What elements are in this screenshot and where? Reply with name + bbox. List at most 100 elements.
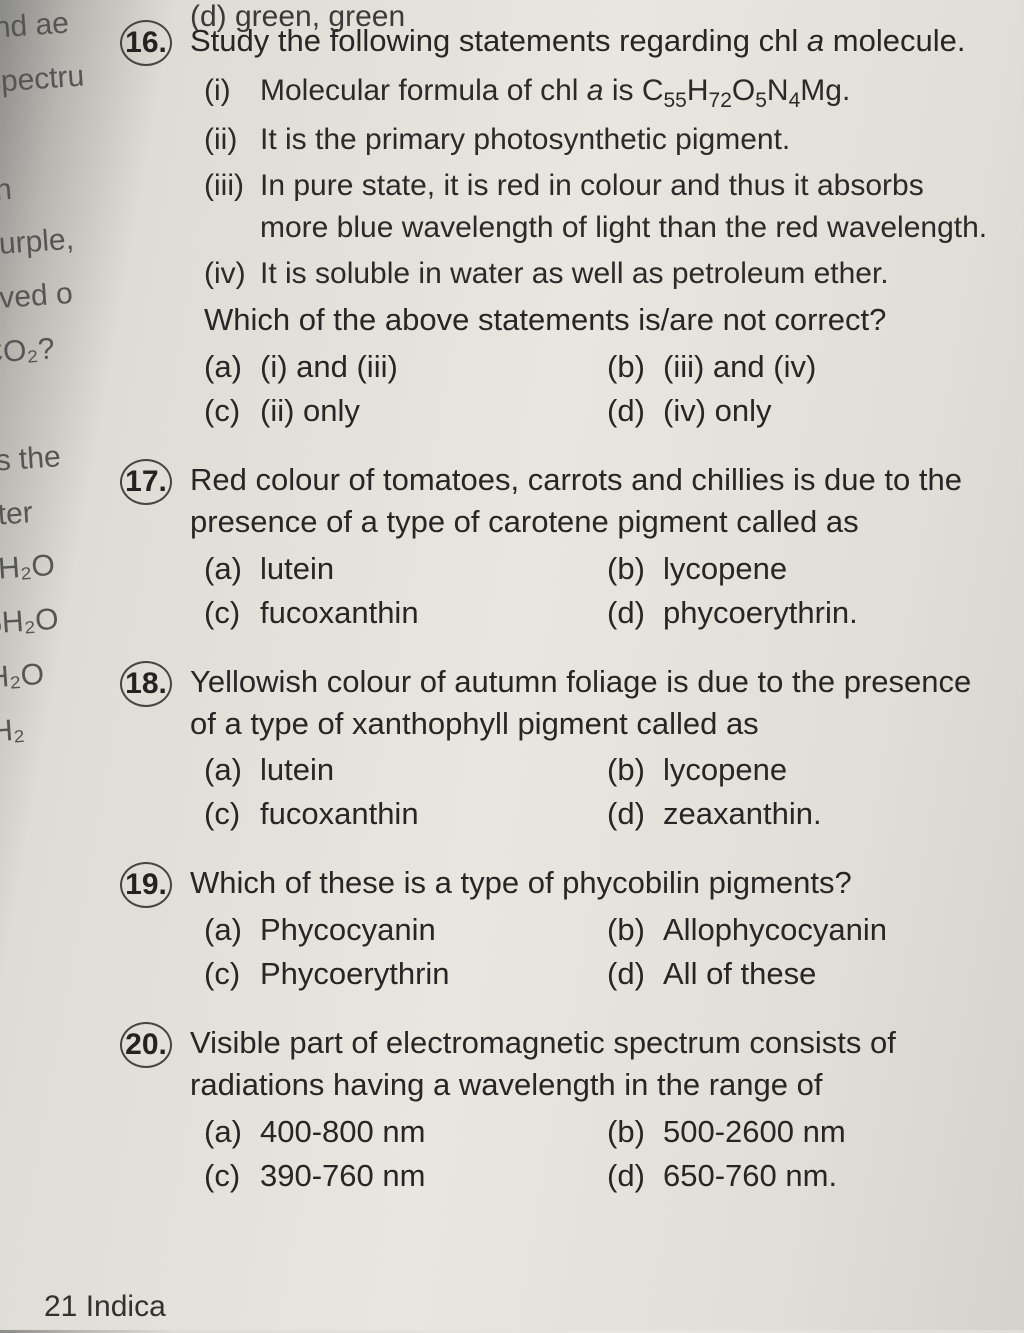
statement-text: It is the primary photosynthetic pigment… [260,119,1000,161]
question-number: 18. [120,661,172,707]
question-block: 19. Which of these is a type of phycobili… [120,862,1000,992]
option-text: 400-800 nm [260,1114,425,1150]
option-grid: (a) lutein (b)lycopene (c) fucoxanthin (d) phy… [190,551,1000,631]
option-text: lutein [260,551,334,587]
option-grid: (a) Phycocyanin (b) Allophycocyanin (c) Phyco… [190,912,1000,992]
bleed-fragment: water [0,482,101,546]
question-block: 20. Visible part of electromagnetic spect… [120,1022,1000,1194]
bleed-fragment: evolved o [0,266,86,330]
answer-option: (a) lutein [204,752,597,788]
option-label: (d) [607,956,651,992]
answer-option: (c) (ii) only [204,393,597,429]
answer-option: (d) phycoerythrin. [607,595,1000,631]
option-text: (iii) and (iv) [663,349,816,385]
option-text: All of these [663,956,816,992]
option-text: fucoxanthin [260,796,419,832]
option-text: lycopene [663,752,787,788]
bleed-fragment: ests the [0,428,97,492]
option-text: Phycocyanin [260,912,436,948]
question-tail: Which of the above statements is/are not… [190,299,1000,341]
option-label: (a) [204,752,248,788]
bleed-fragment: 6H₂O [0,643,112,707]
option-label: (b) [607,1114,651,1150]
bleed-fragment: on purple, [0,212,82,276]
next-question-fragment: 21 Indica [44,1290,166,1324]
option-label: (d) [607,595,651,631]
option-grid: (a) (i) and (iii) (b) (iii) and (iv) (c) (ii)… [190,349,1000,429]
answer-option: (c) fucoxanthin [204,796,597,832]
statement-label: (i) [204,70,260,115]
answer-option: (b) lycopene [607,752,1000,788]
option-label: (c) [204,1158,248,1194]
answer-option: (b) (iii) and (iv) [607,349,1000,385]
question-number: 16. [120,20,172,66]
bleed-fragment: ora and ae [0,0,67,60]
option-label: (b) [607,912,651,948]
option-text: (iv) only [663,393,772,429]
option-text: lutein [260,752,334,788]
bleed-fragment: nn [0,374,94,438]
question-block: 17. Red colour of tomatoes, carrots and c… [120,459,1000,631]
option-label: (c) [204,595,248,631]
option-label: (a) [204,349,248,385]
question-statement: (iv)It is soluble in water as well as pe… [190,253,1000,295]
option-label: (a) [204,1114,248,1150]
question-stem: Visible part of electromagnetic spectrum… [190,1022,1000,1106]
answer-option: (c) 390-760 nm [204,1158,597,1194]
option-grid: (a) lutein (b) lycopene (c) fucoxanthin (d)zea… [190,752,1000,832]
question-stem: Red colour of tomatoes, carrots and chil… [190,459,1000,543]
answer-option: (c) fucoxanthin [204,595,597,631]
option-text: (ii) only [260,393,360,429]
question-page: 16.Study the following statements regard… [120,0,1000,1224]
option-text: (i) and (iii) [260,349,398,385]
question-number: 20. [120,1022,172,1068]
option-text: Allophycocyanin [663,912,887,948]
answer-option: (d)zeaxanthin. [607,796,1000,832]
statement-text: Molecular formula of chl a is C55H72O5N4… [260,70,1000,115]
question-number: 19. [120,862,172,908]
answer-option: (b) Allophycocyanin [607,912,1000,948]
option-label: (b) [607,349,651,385]
answer-option: (a) 400-800 nm [204,1114,597,1150]
option-label: (d) [607,796,651,832]
question-block: 16.Study the following statements regard… [120,20,1000,429]
option-label: (c) [204,796,248,832]
option-text: phycoerythrin. [663,595,858,631]
answer-option: (d)(iv) only [607,393,1000,429]
option-label: (c) [204,956,248,992]
option-label: (b) [607,551,651,587]
bleed-fragment: m CO₂? [0,320,90,384]
answer-option: (b)500-2600 nm [607,1114,1000,1150]
option-text: Phycoerythrin [260,956,450,992]
option-label: (a) [204,551,248,587]
statement-label: (iii) [204,165,260,249]
option-label: (c) [204,393,248,429]
question-number: 17. [120,459,172,505]
statement-label: (ii) [204,119,260,161]
option-label: (a) [204,912,248,948]
option-text: fucoxanthin [260,595,419,631]
bleed-fragment: - 6H₂O [0,535,105,599]
bleed-fragment: 6H₂ [0,697,116,761]
statement-text: In pure state, it is red in colour and t… [260,165,1000,249]
option-label: (d) [607,1158,651,1194]
answer-option: (a) Phycocyanin [204,912,597,948]
option-text: 390-760 nm [260,1158,425,1194]
option-label: (b) [607,752,651,788]
option-text: 650-760 nm. [663,1158,837,1194]
answer-option: (c) Phycoerythrin [204,956,597,992]
bleed-fragment: mann [0,158,79,222]
question-stem: Which of these is a type of phycobilin p… [190,862,1000,904]
answer-option: (a) lutein [204,551,597,587]
answer-option: (d) 650-760 nm. [607,1158,1000,1194]
question-block: 18.Yellowish colour of autumn foliage is… [120,661,1000,833]
statement-label: (iv) [204,253,260,295]
answer-option: (d) All of these [607,956,1000,992]
statement-text: It is soluble in water as well as petrol… [260,253,1000,295]
answer-option: (a) (i) and (iii) [204,349,597,385]
question-statement: (ii)It is the primary photosynthetic pig… [190,119,1000,161]
question-statement: (iii)In pure state, it is red in colour … [190,165,1000,249]
bleed-fragment: - 6H₂O [0,589,109,653]
answer-option: (b)lycopene [607,551,1000,587]
option-grid: (a) 400-800 nm (b)500-2600 nm (c) 390-760 nm… [190,1114,1000,1194]
